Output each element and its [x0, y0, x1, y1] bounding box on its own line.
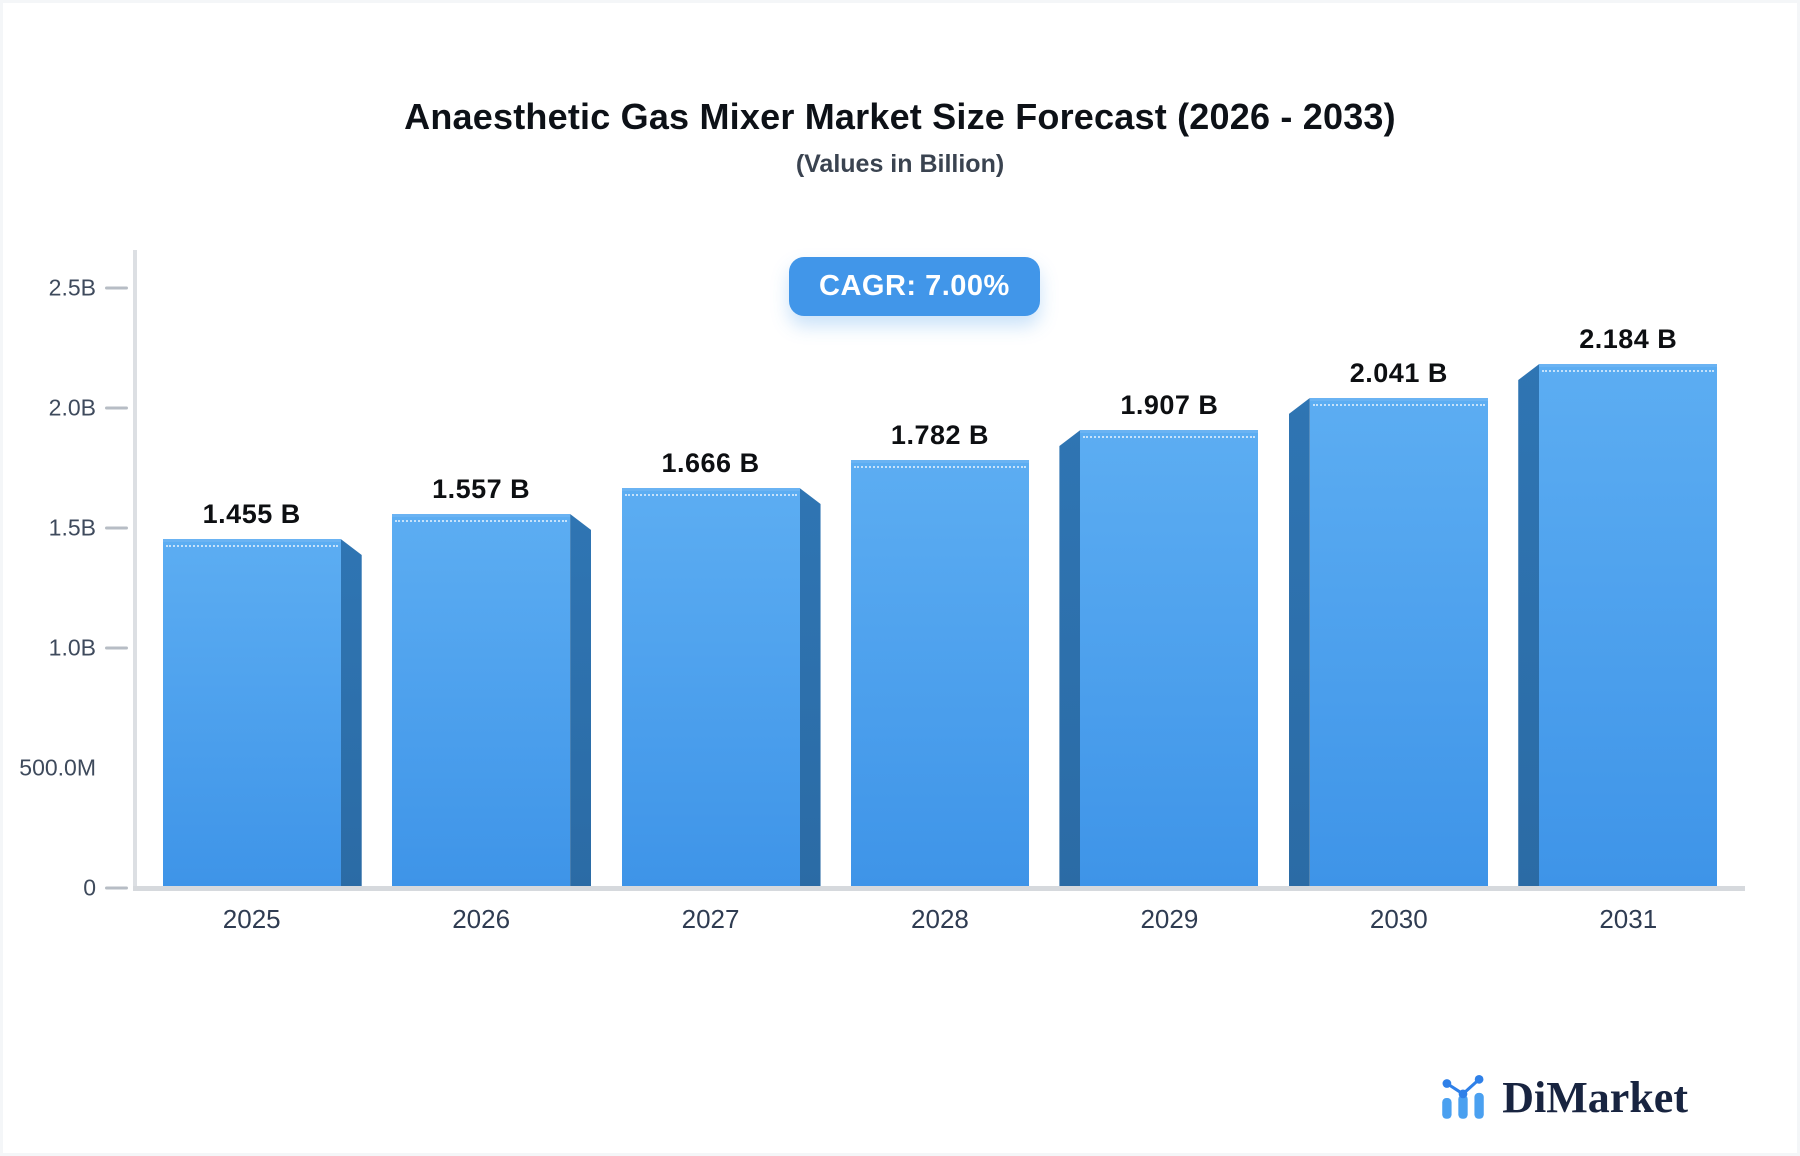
x-axis-label: 2031 — [1599, 904, 1658, 934]
bar-slot-2025: 1.455 B 2025 — [137, 250, 366, 934]
bar-face — [850, 460, 1029, 888]
bar-chart-logo-icon — [1442, 1074, 1485, 1119]
y-tick: 0 — [83, 875, 128, 902]
bar-face — [621, 488, 800, 888]
tick-dash — [105, 886, 128, 890]
bar-2030: 2.041 B — [1288, 358, 1488, 888]
bar-face — [1080, 430, 1259, 888]
y-tick-label: 0 — [83, 874, 96, 901]
bar-2028: 1.782 B — [850, 420, 1029, 888]
bar-side-panel — [340, 539, 362, 888]
y-tick: 2.0B — [49, 395, 128, 422]
tick-dash — [105, 526, 128, 530]
logo-text: DiMarket — [1502, 1072, 1688, 1122]
bar-side-panel — [1288, 398, 1310, 888]
x-axis-label: 2030 — [1369, 904, 1428, 934]
bar-value-label: 2.041 B — [1349, 358, 1448, 388]
bar-face — [1309, 398, 1488, 888]
x-axis-label: 2028 — [911, 904, 969, 934]
bar-2031: 2.184 B — [1518, 324, 1718, 888]
bar-value-label: 1.782 B — [890, 420, 990, 450]
bar-2025: 1.455 B — [162, 499, 362, 888]
y-axis-line — [133, 250, 137, 891]
y-tick: 500.0M — [19, 755, 128, 782]
y-tick: 1.5B — [49, 515, 128, 542]
x-axis-label: 2027 — [681, 904, 740, 934]
cagr-badge: CAGR: 7.00% — [789, 257, 1040, 316]
bar-slot-2029: 1.907 B 2029 — [1055, 250, 1284, 934]
bar-2029: 1.907 B — [1059, 390, 1259, 888]
bar-side-panel — [570, 514, 592, 888]
chart-subtitle: (Values in Billion) — [795, 150, 1005, 178]
bar-face — [392, 514, 571, 888]
dimarket-logo: DiMarket — [1436, 1070, 1688, 1124]
bar-value-label: 1.907 B — [1120, 390, 1219, 420]
x-axis-label: 2025 — [222, 904, 281, 934]
bar-top-dotted-line — [1083, 436, 1256, 438]
bar-side-panel — [1518, 364, 1540, 888]
bar-value-label: 1.455 B — [202, 499, 301, 529]
bar-2026: 1.557 B — [392, 474, 592, 888]
plot-area: 1.455 B 2025 1.557 B 2026 1.666 B 2027 1.782 B… — [137, 250, 1743, 934]
bar-slot-2030: 2.041 B 2030 — [1284, 250, 1513, 934]
chart-title: Anaesthetic Gas Mixer Market Size Foreca… — [404, 96, 1396, 137]
bar-value-label: 1.557 B — [432, 474, 531, 504]
bar-top-dotted-line — [853, 466, 1026, 468]
y-tick-label: 500.0M — [19, 754, 96, 781]
bar-value-label: 1.666 B — [661, 448, 760, 478]
bar-side-panel — [799, 488, 821, 888]
bar-top-dotted-line — [395, 520, 568, 522]
bar-slot-2028: 1.782 B 2028 — [825, 250, 1054, 934]
x-axis-line — [133, 886, 1745, 891]
bar-slot-2031: 2.184 B 2031 — [1514, 250, 1743, 934]
bar-value-label: 2.184 B — [1579, 324, 1678, 354]
bar-top-dotted-line — [165, 545, 338, 547]
x-axis-label: 2029 — [1140, 904, 1199, 934]
y-tick-label: 2.5B — [48, 274, 96, 301]
y-tick: 1.0B — [49, 635, 128, 662]
bar-slot-2027: 1.666 B 2027 — [596, 250, 825, 934]
bar-side-panel — [1059, 430, 1081, 888]
bar-slot-2026: 1.557 B 2026 — [366, 250, 595, 934]
y-tick-label: 1.0B — [48, 634, 96, 661]
y-tick: 2.5B — [49, 275, 128, 302]
tick-dash — [105, 286, 128, 290]
y-tick-label: 1.5B — [48, 514, 96, 541]
y-axis: 2.5B 2.0B 1.5B 1.0B 500.0M 0 — [0, 250, 128, 901]
bar-2027: 1.666 B — [621, 448, 821, 888]
x-axis-label: 2026 — [452, 904, 511, 934]
bar-top-dotted-line — [624, 494, 797, 496]
bar-face — [1539, 364, 1718, 888]
tick-dash — [105, 646, 128, 650]
bar-face — [162, 539, 341, 888]
bar-top-dotted-line — [1542, 370, 1715, 372]
y-tick-label: 2.0B — [48, 394, 96, 421]
bar-top-dotted-line — [1312, 404, 1485, 406]
tick-dash — [105, 406, 128, 410]
